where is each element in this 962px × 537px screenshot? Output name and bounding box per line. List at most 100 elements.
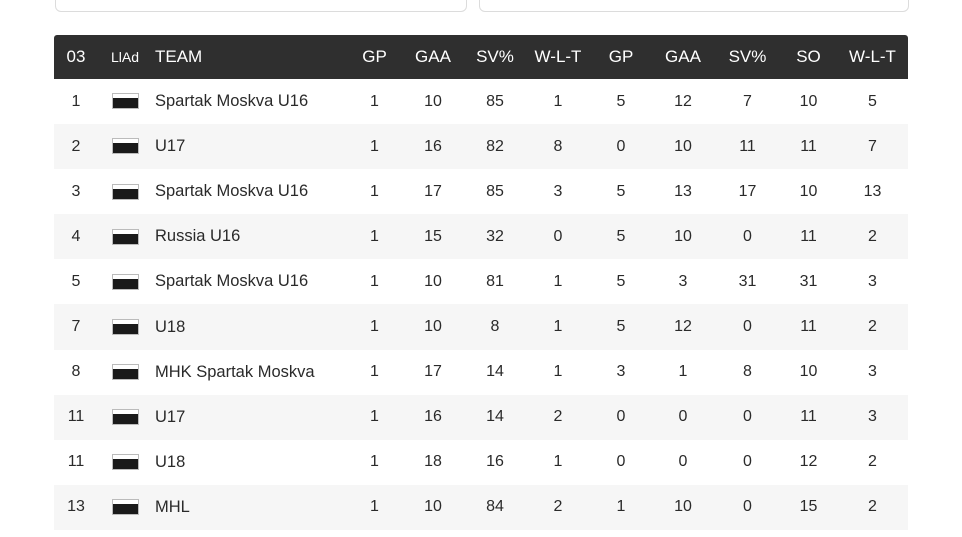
- row-stat-sv-pct-2: 0: [743, 408, 752, 426]
- row-rank: 8: [71, 363, 81, 381]
- standings-table: 03 LlAd TEAM GP GAA SV% W-L-T GP GAA SV%…: [54, 35, 908, 530]
- table-row[interactable]: 8 MHK Spartak Moskva 1 17 14 1 3 1 8 10 3: [54, 349, 908, 395]
- row-team-name[interactable]: Spartak Moskva U16: [155, 92, 309, 111]
- header-sv-pct-2[interactable]: SV%: [728, 47, 767, 66]
- row-stat-gp-2: 0: [616, 408, 626, 426]
- row-stat-sv-pct: 85: [486, 182, 504, 200]
- row-stat-sv-pct-2: 0: [743, 318, 752, 336]
- row-stat-sv-pct-2: 0: [743, 498, 752, 516]
- row-team-name[interactable]: MHK Spartak Moskva: [155, 362, 315, 381]
- table-row[interactable]: 11 U18 1 18 16 1 0 0 0 12 2: [54, 439, 908, 485]
- row-stat-so: 11: [800, 227, 817, 245]
- header-team[interactable]: TEAM: [155, 47, 203, 66]
- row-stat-so: 10: [799, 363, 818, 381]
- table-row[interactable]: 3 Spartak Moskva U16 1 17 85 3 5 13 17 10 13: [54, 169, 908, 215]
- row-stat-gaa-2: 10: [674, 137, 692, 155]
- row-stat-sv-pct: 8: [490, 318, 500, 336]
- standings-table-container: 03 LlAd TEAM GP GAA SV% W-L-T GP GAA SV%…: [54, 35, 908, 530]
- row-stat-wlt-2: 13: [863, 182, 882, 200]
- row-team-name[interactable]: U18: [155, 452, 186, 471]
- table-row[interactable]: 7 U18 1 10 8 1 5 12 0 11 2: [54, 304, 908, 350]
- row-stat-gaa-2: 1: [678, 363, 688, 381]
- row-stat-wlt: 2: [553, 498, 563, 516]
- row-stat-wlt: 1: [553, 92, 563, 110]
- header-rank[interactable]: 03: [66, 47, 86, 66]
- row-stat-sv-pct: 14: [486, 408, 504, 426]
- team-flag-icon: [111, 363, 139, 380]
- row-stat-gaa: 16: [424, 408, 442, 426]
- row-stat-sv-pct-2: 7: [743, 92, 752, 110]
- row-rank: 11: [67, 408, 85, 426]
- row-team-name[interactable]: U18: [155, 317, 186, 336]
- table-row[interactable]: 4 Russia U16 1 15 32 0 5 10 0 11 2: [54, 214, 908, 260]
- team-flag-icon: [111, 93, 139, 110]
- row-stat-so: 11: [800, 408, 817, 426]
- row-stat-sv-pct: 85: [486, 92, 504, 110]
- row-team-name[interactable]: MHL: [155, 497, 190, 516]
- row-stat-gp: 1: [370, 498, 379, 516]
- row-flag-cell: [98, 79, 152, 124]
- team-flag-icon: [111, 318, 139, 335]
- row-stat-wlt-2: 3: [868, 363, 877, 381]
- team-flag-icon: [111, 228, 139, 245]
- table-body: 1 Spartak Moskva U16 1 10 85 1 5 12 7 10 5 2 U17 1 16 8…: [54, 79, 908, 530]
- row-stat-gaa-2: 12: [674, 318, 692, 336]
- row-stat-gp-2: 5: [616, 272, 626, 290]
- row-rank: 3: [71, 182, 81, 200]
- row-team-name[interactable]: Russia U16: [155, 227, 241, 246]
- table-row[interactable]: 1 Spartak Moskva U16 1 10 85 1 5 12 7 10 5: [54, 79, 908, 125]
- row-stat-so: 11: [800, 318, 817, 336]
- row-stat-gp: 1: [370, 182, 379, 200]
- row-stat-wlt-2: 2: [868, 498, 877, 516]
- row-stat-sv-pct-2: 0: [743, 227, 752, 245]
- header-gaa[interactable]: GAA: [415, 47, 451, 66]
- row-team-name[interactable]: Spartak Moskva U16: [155, 272, 309, 291]
- table-row[interactable]: 13 MHL 1 10 84 2 1 10 0 15 2: [54, 484, 908, 530]
- header-flag[interactable]: LlAd: [110, 49, 140, 65]
- row-stat-so: 31: [799, 272, 818, 290]
- row-stat-gp-2: 1: [616, 498, 626, 516]
- row-stat-gaa-2: 0: [678, 408, 688, 426]
- row-stat-wlt: 1: [553, 363, 563, 381]
- team-flag-icon: [111, 499, 139, 516]
- header-so[interactable]: SO: [796, 47, 821, 66]
- row-stat-so: 10: [799, 182, 818, 200]
- row-stat-sv-pct: 16: [486, 453, 504, 471]
- header-gp-2[interactable]: GP: [608, 47, 634, 66]
- row-stat-wlt: 1: [553, 453, 563, 471]
- row-stat-sv-pct-2: 17: [738, 182, 757, 200]
- row-team-name[interactable]: U17: [155, 137, 186, 156]
- table-row[interactable]: 11 U17 1 16 14 2 0 0 0 11 3: [54, 394, 908, 440]
- row-stat-sv-pct: 32: [486, 227, 504, 245]
- row-rank: 5: [71, 272, 81, 290]
- header-wlt-2[interactable]: W-L-T: [849, 47, 896, 66]
- header-gaa-2[interactable]: GAA: [665, 47, 701, 66]
- row-team-name[interactable]: U17: [155, 407, 186, 426]
- top-panel-left: [55, 0, 467, 12]
- row-stat-so: 15: [799, 498, 818, 516]
- row-flag-cell: [98, 395, 152, 440]
- table-row[interactable]: 2 U17 1 16 82 8 0 10 11 11 7: [54, 124, 908, 170]
- row-stat-sv-pct: 81: [486, 272, 504, 290]
- row-stat-gaa: 10: [424, 498, 442, 516]
- row-team-name[interactable]: Spartak Moskva U16: [155, 182, 309, 201]
- row-stat-gaa: 10: [424, 318, 442, 336]
- row-stat-gp: 1: [370, 92, 379, 110]
- header-gp[interactable]: GP: [362, 47, 387, 66]
- table-row[interactable]: 5 Spartak Moskva U16 1 10 81 1 5 3 31 31 3: [54, 259, 908, 305]
- row-stat-gaa-2: 0: [678, 453, 688, 471]
- row-stat-gp-2: 5: [616, 92, 626, 110]
- team-flag-icon: [111, 273, 139, 290]
- row-rank: 2: [71, 137, 81, 155]
- row-stat-gaa: 16: [424, 137, 442, 155]
- row-stat-gaa-2: 13: [674, 182, 692, 200]
- team-flag-icon: [111, 454, 139, 471]
- row-stat-gp: 1: [370, 408, 379, 426]
- header-sv-pct[interactable]: SV%: [476, 47, 514, 66]
- team-flag-icon: [111, 183, 139, 200]
- row-stat-gaa-2: 10: [674, 498, 692, 516]
- row-stat-so: 11: [800, 137, 817, 155]
- row-stat-gp-2: 0: [616, 137, 626, 155]
- row-stat-gp: 1: [370, 227, 379, 245]
- header-wlt[interactable]: W-L-T: [534, 47, 582, 66]
